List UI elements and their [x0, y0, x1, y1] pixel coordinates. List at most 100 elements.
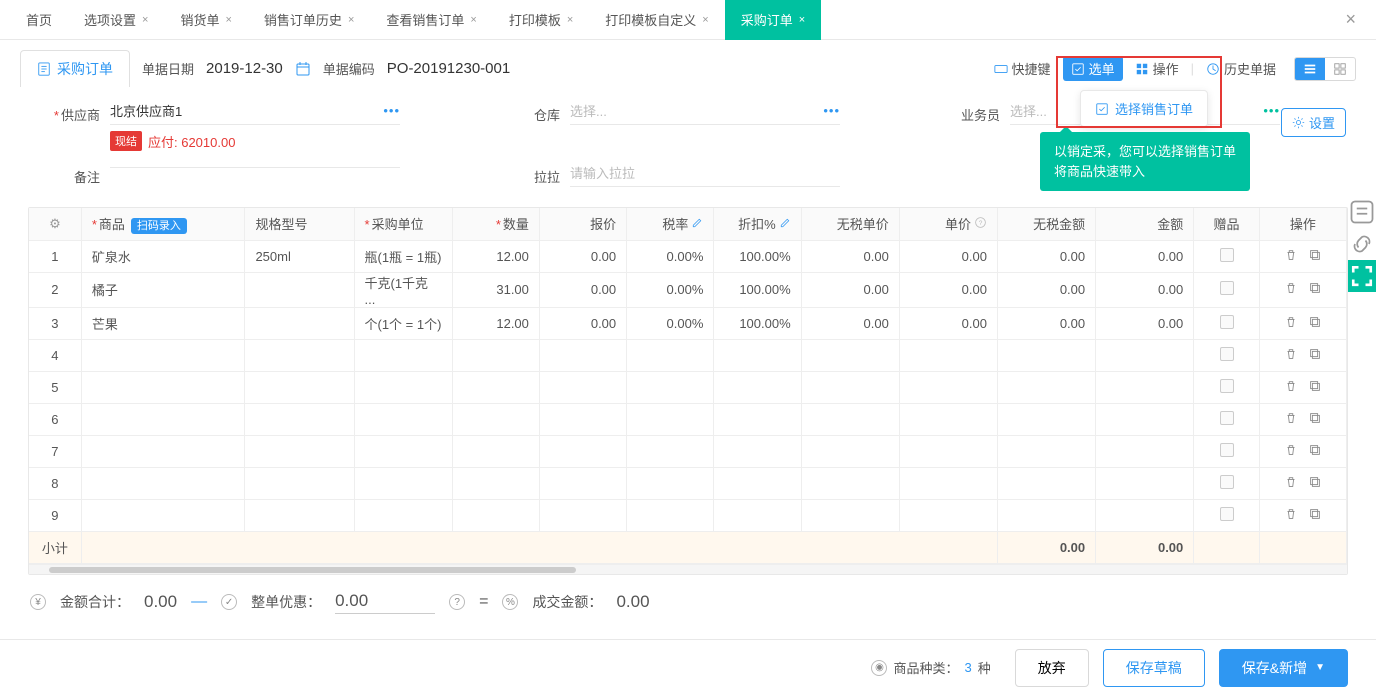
- cell-spec[interactable]: [245, 435, 354, 467]
- remark-input[interactable]: [110, 163, 400, 168]
- cell-product[interactable]: 橘子: [81, 272, 245, 307]
- cell-price[interactable]: 0.00: [899, 272, 997, 307]
- cell-disc[interactable]: [714, 371, 801, 403]
- settings-button[interactable]: 设置: [1281, 108, 1346, 137]
- cell-amount-no-tax[interactable]: [997, 371, 1095, 403]
- cell-disc[interactable]: 100.00%: [714, 240, 801, 272]
- copy-icon[interactable]: [1308, 379, 1322, 393]
- cell-disc[interactable]: 100.00%: [714, 307, 801, 339]
- cell-qty[interactable]: [452, 499, 539, 531]
- gift-checkbox[interactable]: [1220, 315, 1234, 329]
- table-row[interactable]: 4: [29, 339, 1347, 371]
- cell-tax[interactable]: [627, 403, 714, 435]
- cell-product[interactable]: [81, 499, 245, 531]
- copy-icon[interactable]: [1308, 281, 1322, 295]
- cell-unit[interactable]: [354, 339, 452, 371]
- side-note-button[interactable]: [1348, 196, 1376, 228]
- cell-tax[interactable]: [627, 467, 714, 499]
- copy-icon[interactable]: [1308, 411, 1322, 425]
- gift-checkbox[interactable]: [1220, 443, 1234, 457]
- history-chip[interactable]: 历史单据: [1200, 56, 1282, 81]
- cell-gift[interactable]: [1194, 307, 1259, 339]
- cell-tax[interactable]: 0.00%: [627, 272, 714, 307]
- cell-product[interactable]: [81, 435, 245, 467]
- close-icon[interactable]: ×: [142, 14, 148, 26]
- cell-product[interactable]: [81, 403, 245, 435]
- copy-icon[interactable]: [1308, 347, 1322, 361]
- cell-product[interactable]: [81, 371, 245, 403]
- cell-amount[interactable]: 0.00: [1096, 272, 1194, 307]
- table-row[interactable]: 7: [29, 435, 1347, 467]
- delete-icon[interactable]: [1284, 411, 1298, 425]
- scroll-thumb[interactable]: [49, 567, 576, 573]
- cell-amount[interactable]: [1096, 371, 1194, 403]
- save-draft-button[interactable]: 保存草稿: [1103, 649, 1205, 687]
- cell-amount-no-tax[interactable]: 0.00: [997, 240, 1095, 272]
- copy-icon[interactable]: [1308, 507, 1322, 521]
- cell-price[interactable]: [899, 499, 997, 531]
- gift-checkbox[interactable]: [1220, 248, 1234, 262]
- cell-price-no-tax[interactable]: 0.00: [801, 240, 899, 272]
- cell-price[interactable]: [899, 339, 997, 371]
- cell-disc[interactable]: [714, 339, 801, 371]
- select-doc-chip[interactable]: 选单: [1063, 56, 1123, 81]
- copy-icon[interactable]: [1308, 248, 1322, 262]
- cell-unit[interactable]: [354, 499, 452, 531]
- table-row[interactable]: 2橘子千克(1千克 ...31.000.000.00%100.00%0.000.…: [29, 272, 1347, 307]
- tab-print-template[interactable]: 打印模板×: [493, 0, 589, 40]
- cell-spec[interactable]: [245, 307, 354, 339]
- close-icon[interactable]: ×: [799, 14, 805, 26]
- cell-qty[interactable]: [452, 371, 539, 403]
- cell-disc[interactable]: [714, 435, 801, 467]
- cell-amount-no-tax[interactable]: [997, 467, 1095, 499]
- delete-icon[interactable]: [1284, 315, 1298, 329]
- cell-gift[interactable]: [1194, 499, 1259, 531]
- cell-spec[interactable]: [245, 339, 354, 371]
- cell-spec[interactable]: [245, 272, 354, 307]
- side-expand-button[interactable]: [1348, 260, 1376, 292]
- cell-qty[interactable]: [452, 403, 539, 435]
- cell-product[interactable]: [81, 339, 245, 371]
- cell-price[interactable]: [899, 467, 997, 499]
- cell-qty[interactable]: [452, 467, 539, 499]
- table-row[interactable]: 5: [29, 371, 1347, 403]
- cell-gift[interactable]: [1194, 272, 1259, 307]
- delete-icon[interactable]: [1284, 347, 1298, 361]
- help-icon[interactable]: ?: [974, 216, 987, 229]
- copy-icon[interactable]: [1308, 315, 1322, 329]
- cell-amount-no-tax[interactable]: [997, 435, 1095, 467]
- table-row[interactable]: 1矿泉水250ml瓶(1瓶 = 1瓶)12.000.000.00%100.00%…: [29, 240, 1347, 272]
- cell-tax[interactable]: 0.00%: [627, 240, 714, 272]
- close-icon[interactable]: ×: [702, 14, 708, 26]
- gift-checkbox[interactable]: [1220, 507, 1234, 521]
- cell-qty[interactable]: 12.00: [452, 307, 539, 339]
- cell-unit[interactable]: [354, 403, 452, 435]
- cell-amount[interactable]: [1096, 499, 1194, 531]
- disc-input[interactable]: 0.00: [335, 591, 435, 614]
- cell-quote[interactable]: [539, 371, 626, 403]
- gift-checkbox[interactable]: [1220, 475, 1234, 489]
- cell-qty[interactable]: 31.00: [452, 272, 539, 307]
- cell-price-no-tax[interactable]: 0.00: [801, 307, 899, 339]
- table-row[interactable]: 9: [29, 499, 1347, 531]
- delete-icon[interactable]: [1284, 507, 1298, 521]
- cell-unit[interactable]: 个(1个 = 1个): [354, 307, 452, 339]
- cell-spec[interactable]: [245, 467, 354, 499]
- tab-purchase-order[interactable]: 采购订单×: [725, 0, 821, 40]
- cell-tax[interactable]: [627, 499, 714, 531]
- cell-price-no-tax[interactable]: [801, 435, 899, 467]
- cell-price[interactable]: [899, 435, 997, 467]
- cell-spec[interactable]: [245, 499, 354, 531]
- cell-amount[interactable]: [1096, 467, 1194, 499]
- cell-price[interactable]: 0.00: [899, 307, 997, 339]
- edit-icon[interactable]: [691, 217, 703, 229]
- cell-unit[interactable]: [354, 435, 452, 467]
- cell-quote[interactable]: 0.00: [539, 307, 626, 339]
- cell-tax[interactable]: [627, 435, 714, 467]
- save-new-button[interactable]: 保存&新增 ▼: [1219, 649, 1348, 687]
- copy-icon[interactable]: [1308, 475, 1322, 489]
- tab-print-custom[interactable]: 打印模板自定义×: [589, 0, 724, 40]
- cell-price-no-tax[interactable]: [801, 467, 899, 499]
- col-settings[interactable]: ⚙: [29, 208, 81, 240]
- cell-unit[interactable]: 千克(1千克 ...: [354, 272, 452, 307]
